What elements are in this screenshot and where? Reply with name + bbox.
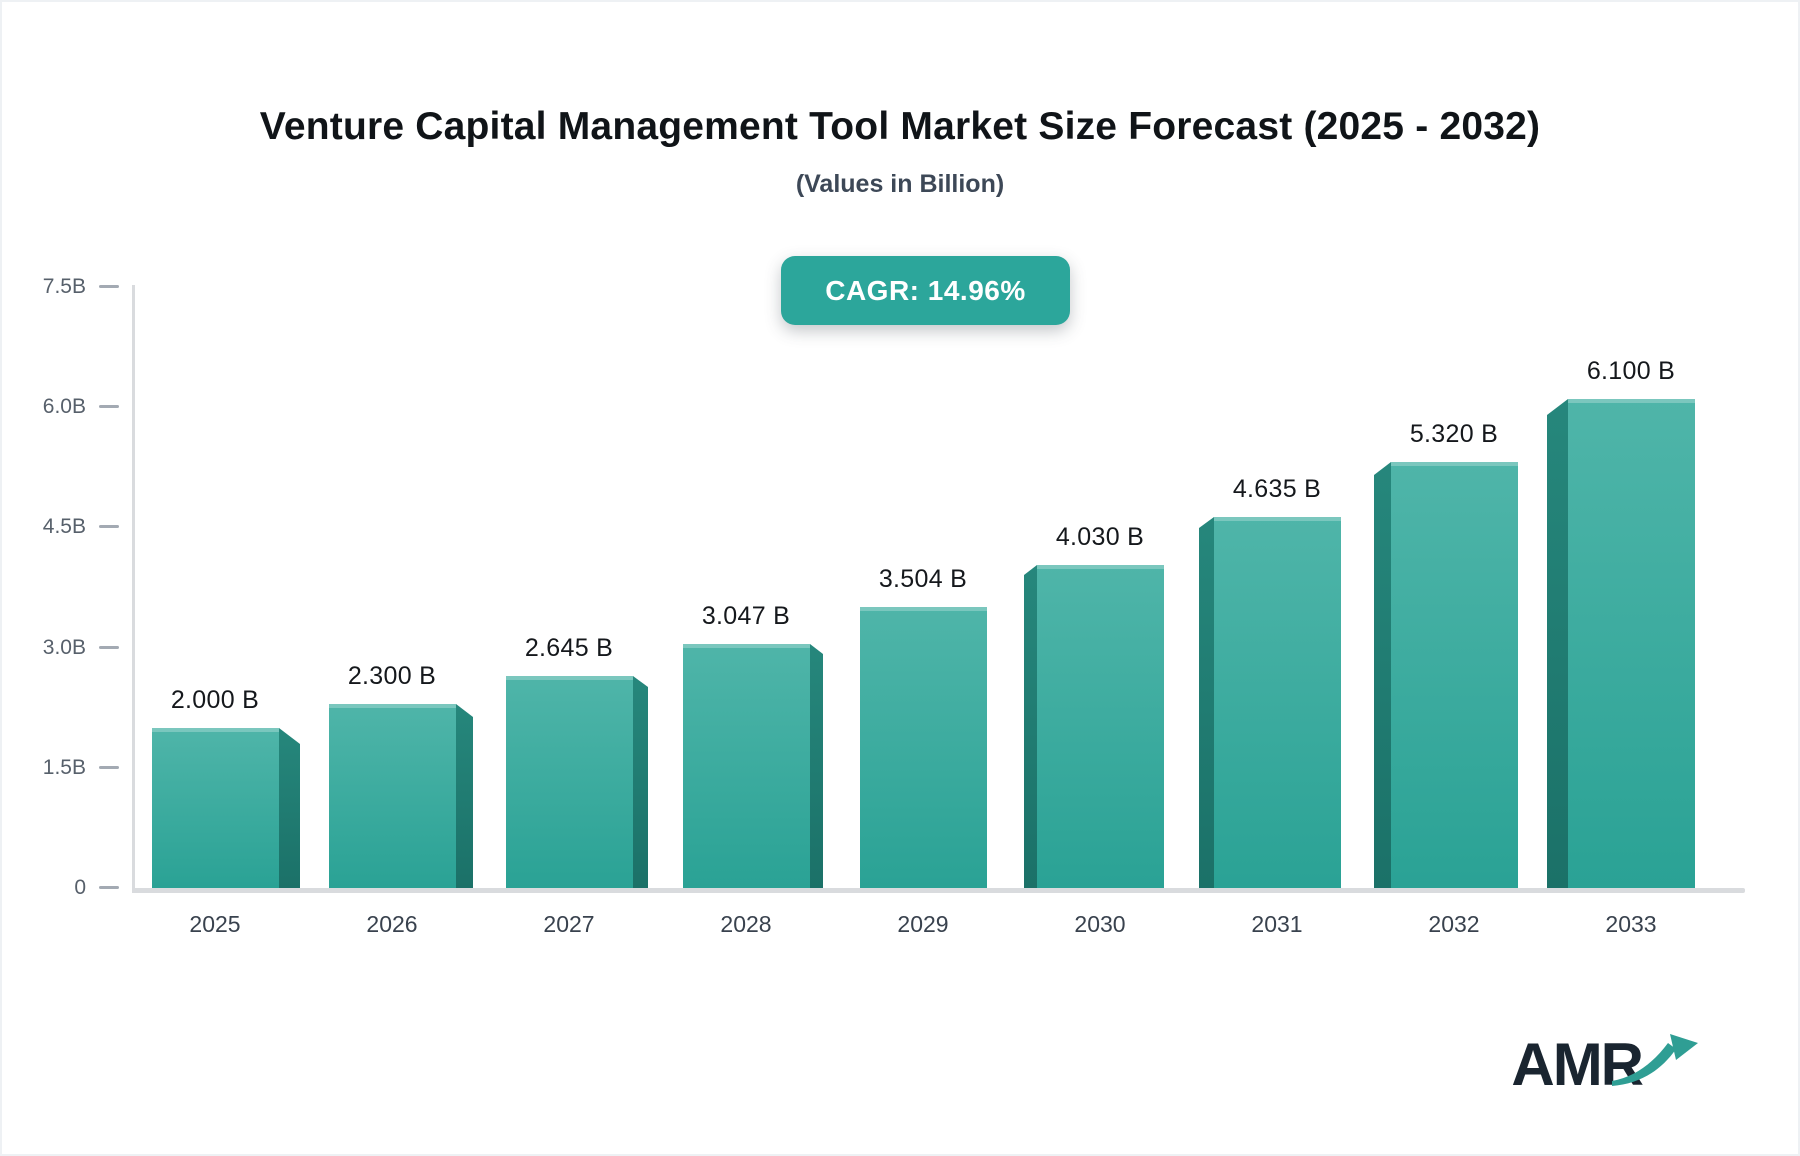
bar-value-label-2031: 4.635 B [1232,475,1322,503]
chart-title: Venture Capital Management Tool Market S… [259,105,1541,148]
x-axis-label-2030: 2030 [1074,911,1126,937]
bar-value-label-2028: 3.047 B [701,602,791,630]
y-tick-dash [99,646,119,649]
bar-2032 [1391,462,1518,888]
bar-value-label-2029: 3.504 B [878,565,968,593]
y-tick-dash [99,405,119,408]
x-axis-label-2025: 2025 [189,911,241,937]
x-axis-label-2033: 2033 [1605,911,1657,937]
bar-top-highlight [506,676,633,680]
y-tick-label-7.5B: 7.5B [42,275,86,298]
bar-top-highlight [1037,565,1164,569]
y-tick-dash [99,285,119,288]
bar-value-label-2032: 5.320 B [1409,420,1499,448]
bar-side-2033 [1547,399,1568,888]
bar-top-highlight [1214,517,1341,521]
bar-top-highlight [860,607,987,611]
x-axis-label-2029: 2029 [897,911,949,937]
x-axis-label-2026: 2026 [366,911,418,937]
x-axis-line [132,888,1745,893]
bar-value-label-2026: 2.300 B [347,662,437,690]
bar-2027 [506,676,633,888]
y-tick-dash [99,766,119,769]
y-tick-dash [99,886,119,889]
bar-2029 [860,607,987,888]
x-axis-label-2032: 2032 [1428,911,1480,937]
bar-2028 [683,644,810,888]
bar-top-highlight [1568,399,1695,403]
bar-2030 [1037,565,1164,888]
x-axis-label-2028: 2028 [720,911,772,937]
bar-side-2025 [279,728,300,888]
bar-value-label-2030: 4.030 B [1055,523,1145,551]
bar-2026 [329,704,456,888]
y-tick-label-1.5B: 1.5B [42,756,86,779]
y-tick-label-6.0B: 6.0B [42,395,86,418]
amr-logo: AMR [1511,1034,1700,1095]
bar-2031 [1214,517,1341,888]
cagr-badge-label: CAGR: 14.96% [825,274,1026,306]
bar-side-2031 [1199,517,1214,888]
bar-value-label-2033: 6.100 B [1586,357,1676,385]
y-tick-dash [99,525,119,528]
bar-value-label-2025: 2.000 B [170,686,260,714]
bar-top-highlight [329,704,456,708]
y-axis-line [132,285,135,893]
y-tick-label-3.0B: 3.0B [42,636,86,659]
bar-top-highlight [683,644,810,648]
y-tick-label-4.5B: 4.5B [42,515,86,538]
x-axis-label-2031: 2031 [1251,911,1303,937]
bar-2025 [152,728,279,888]
bar-side-2028 [810,644,823,888]
y-tick-label-0: 0 [74,876,86,899]
bar-top-highlight [152,728,279,732]
bar-side-2030 [1024,565,1037,888]
cagr-badge: CAGR: 14.96% [781,256,1070,325]
amr-logo-arrow-icon [1612,1034,1698,1086]
bar-side-2026 [456,704,473,888]
bar-top-highlight [1391,462,1518,466]
bar-2033 [1568,399,1695,888]
x-axis-label-2027: 2027 [543,911,595,937]
chart-subtitle: (Values in Billion) [795,170,1005,198]
bar-side-2027 [633,676,648,888]
bar-side-2032 [1374,462,1391,888]
bar-value-label-2027: 2.645 B [524,634,614,662]
